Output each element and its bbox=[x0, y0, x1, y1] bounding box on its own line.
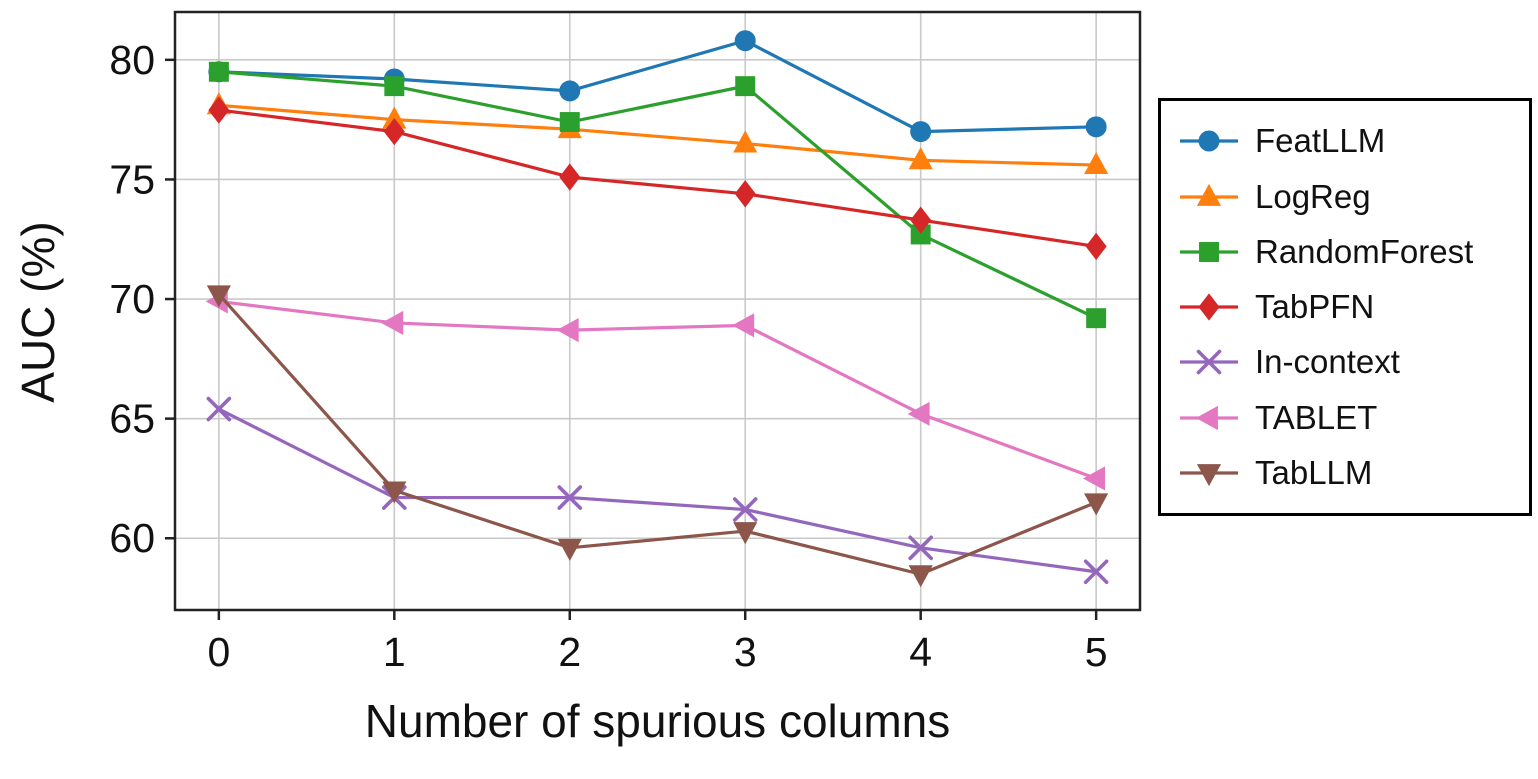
y-tick-label: 60 bbox=[109, 515, 155, 561]
marker-logreg-icon bbox=[908, 147, 933, 170]
x-tick-label: 3 bbox=[734, 629, 757, 675]
marker-logreg-icon bbox=[382, 106, 407, 129]
x-axis-label: Number of spurious columns bbox=[364, 695, 951, 747]
marker-tabpfn-icon bbox=[559, 163, 581, 191]
marker-in-context-icon bbox=[1083, 559, 1109, 585]
marker-logreg-icon bbox=[733, 130, 758, 153]
marker-randomforest-icon bbox=[1086, 308, 1107, 329]
series-line-logreg bbox=[218, 103, 1097, 167]
y-tick-label: 80 bbox=[109, 37, 155, 83]
marker-randomforest-icon bbox=[910, 224, 931, 245]
legend-diamond-icon bbox=[1180, 293, 1238, 321]
legend-label: TABLET bbox=[1255, 398, 1378, 436]
series-line-tabllm bbox=[217, 293, 1097, 576]
marker-randomforest-icon bbox=[735, 76, 756, 97]
legend-label: FeatLLM bbox=[1255, 122, 1386, 160]
series-line-tablet bbox=[218, 299, 1097, 480]
x-tick-label: 2 bbox=[558, 629, 581, 675]
marker-tabpfn-icon bbox=[1085, 232, 1107, 261]
marker-tabpfn-icon bbox=[734, 180, 756, 208]
marker-tabpfn-icon bbox=[910, 206, 932, 234]
marker-tabllm-icon bbox=[908, 565, 933, 588]
marker-in-context-icon bbox=[206, 396, 232, 422]
marker-tabllm-icon bbox=[206, 285, 231, 308]
marker-featllm-icon bbox=[734, 30, 756, 52]
legend-label: LogReg bbox=[1255, 177, 1371, 215]
marker-tablet-icon bbox=[381, 310, 404, 336]
y-axis-label: AUC (%) bbox=[12, 221, 64, 403]
legend-triangle-down-icon bbox=[1180, 463, 1238, 486]
series-line-randomforest bbox=[218, 70, 1097, 320]
legend-item-logreg: LogReg bbox=[1177, 178, 1513, 216]
marker-featllm-icon bbox=[910, 121, 932, 143]
marker-tablet-icon bbox=[1083, 466, 1106, 491]
marker-tablet-icon bbox=[907, 401, 930, 426]
marker-randomforest-icon bbox=[384, 76, 405, 97]
legend-item-featllm: FeatLLM bbox=[1177, 122, 1513, 160]
x-tick-label: 1 bbox=[383, 629, 406, 675]
marker-tabpfn-icon bbox=[383, 117, 405, 146]
legend-triangle-left-icon bbox=[1180, 405, 1238, 430]
legend-triangle-up-icon bbox=[1180, 183, 1238, 206]
marker-randomforest-icon bbox=[559, 112, 580, 133]
marker-tabllm-icon bbox=[733, 522, 758, 545]
marker-tablet-icon bbox=[556, 318, 579, 343]
marker-tabllm-icon bbox=[382, 481, 407, 504]
legend-item-in-context: In-context bbox=[1177, 343, 1513, 381]
marker-randomforest-icon bbox=[208, 61, 229, 82]
y-tick-label: 75 bbox=[109, 156, 155, 202]
legend-circle-icon bbox=[1180, 130, 1238, 152]
marker-featllm-icon bbox=[1085, 116, 1107, 138]
legend-label: TabPFN bbox=[1255, 288, 1375, 325]
legend-x-icon bbox=[1180, 349, 1238, 375]
legend-square-icon bbox=[1180, 241, 1238, 262]
marker-in-context-icon bbox=[557, 485, 583, 510]
marker-logreg-icon bbox=[1084, 151, 1109, 175]
y-tick-label: 70 bbox=[109, 276, 155, 322]
legend-item-randomforest: RandomForest bbox=[1177, 233, 1513, 271]
series-line-featllm bbox=[218, 38, 1097, 134]
legend-label: In-context bbox=[1255, 343, 1400, 381]
series-line-tabpfn bbox=[218, 108, 1097, 248]
x-tick-label: 4 bbox=[909, 629, 932, 675]
legend-label: TabLLM bbox=[1255, 453, 1373, 491]
x-tick-label: 5 bbox=[1085, 629, 1108, 675]
marker-featllm-icon bbox=[559, 80, 581, 102]
plot-border bbox=[173, 10, 1142, 612]
x-tick-label: 0 bbox=[207, 629, 230, 675]
marker-in-context-icon bbox=[908, 535, 933, 561]
series-line-in-context bbox=[218, 407, 1097, 574]
y-tick-label: 65 bbox=[109, 396, 155, 442]
chart-legend: FeatLLM LogReg RandomForest TabPFN In-contex… bbox=[1158, 98, 1532, 516]
legend-item-tabpfn: TabPFN bbox=[1177, 288, 1513, 326]
marker-tabllm-icon bbox=[1084, 493, 1109, 516]
legend-label: RandomForest bbox=[1255, 232, 1474, 270]
marker-in-context-icon bbox=[732, 497, 758, 522]
legend-item-tablet: TABLET bbox=[1177, 399, 1513, 437]
marker-tablet-icon bbox=[732, 313, 755, 338]
marker-tabllm-icon bbox=[557, 538, 582, 561]
legend-item-tabllm: TabLLM bbox=[1177, 454, 1513, 492]
marker-tabpfn-icon bbox=[208, 96, 230, 124]
